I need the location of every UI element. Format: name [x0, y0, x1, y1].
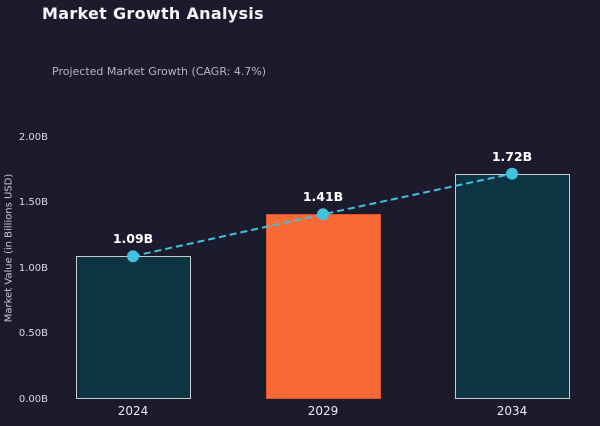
x-tick-2034: 2034 — [496, 404, 528, 418]
x-tick-2024: 2024 — [117, 404, 149, 418]
bar-2024 — [75, 256, 191, 399]
y-tick-1.00B: 1.00B — [18, 262, 48, 274]
y-tick-0.50B: 0.50B — [18, 328, 48, 339]
value-label-2029: 1.41B — [302, 189, 344, 205]
x-tick-2029: 2029 — [307, 404, 339, 418]
value-label-2024: 1.09B — [112, 231, 154, 247]
y-tick-0.00B: 0.00B — [18, 393, 48, 405]
value-label-2034: 1.72B — [491, 148, 533, 164]
chart-subtitle: Projected Market Growth (CAGR: 4.7%) — [52, 65, 267, 78]
bar-2029 — [265, 214, 381, 399]
chart-title: Market Growth Analysis — [42, 4, 264, 23]
y-tick-2.00B: 2.00B — [18, 131, 48, 143]
bar-2034 — [454, 173, 570, 399]
y-tick-1.50B: 1.50B — [18, 197, 48, 208]
